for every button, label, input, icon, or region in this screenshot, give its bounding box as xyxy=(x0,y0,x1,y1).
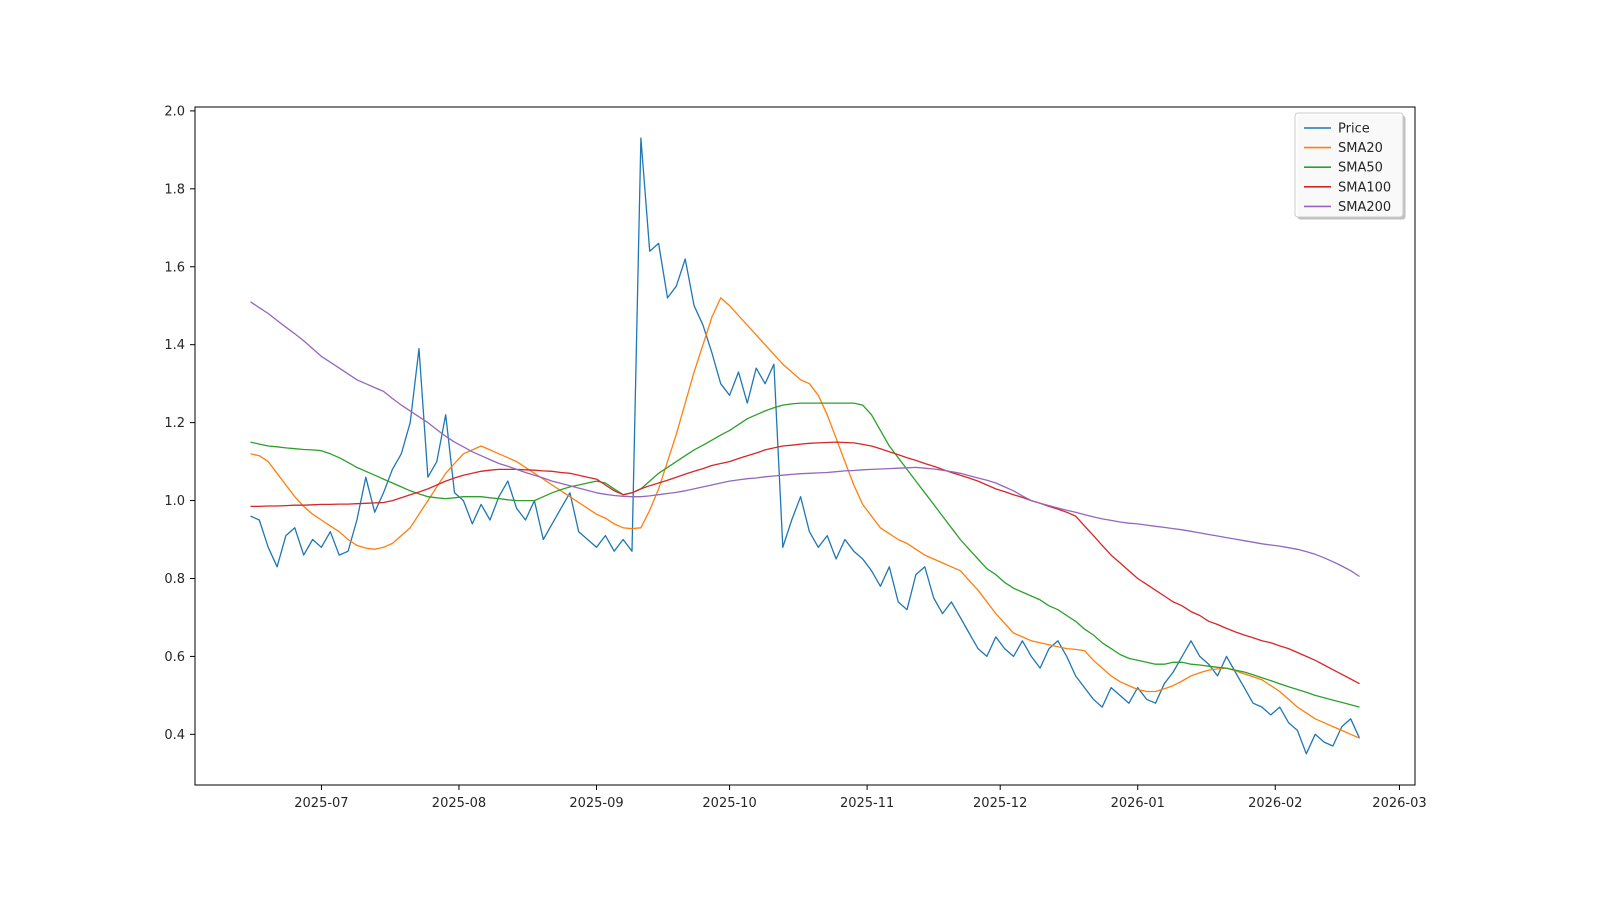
legend-item-price: Price xyxy=(1304,122,1370,137)
legend-frame xyxy=(1294,112,1404,218)
legend-item-sma50: SMA50 xyxy=(1304,161,1383,176)
legend-label: SMA200 xyxy=(1338,200,1391,215)
y-axis-tick-label: 0.6 xyxy=(164,650,185,665)
legend: Price SMA20 SMA50 SMA100 SMA200 xyxy=(1294,112,1406,220)
x-axis-tick-label: 2025-08 xyxy=(432,796,486,811)
legend-label: Price xyxy=(1338,122,1370,137)
x-axis-tick-label: 2026-01 xyxy=(1111,796,1165,811)
plot-border xyxy=(194,106,1416,786)
series-line-sma20 xyxy=(250,297,1360,739)
x-axis-tick-label: 2025-10 xyxy=(702,796,756,811)
legend-label: SMA20 xyxy=(1338,141,1383,156)
y-axis-tick-label: 1.6 xyxy=(164,260,185,275)
x-axis-tick-label: 2026-03 xyxy=(1372,796,1426,811)
y-axis-tick-label: 0.4 xyxy=(164,728,185,743)
y-axis-tick-label: 1.4 xyxy=(164,338,185,353)
legend-label: SMA50 xyxy=(1338,161,1383,176)
x-axis-tick-label: 2025-12 xyxy=(973,796,1027,811)
legend-item-sma100: SMA100 xyxy=(1304,180,1391,195)
x-axis-tick-label: 2025-07 xyxy=(294,796,348,811)
legend-item-sma20: SMA20 xyxy=(1304,141,1383,156)
y-axis-tick-label: 1.0 xyxy=(164,494,185,509)
series-line-price xyxy=(250,137,1361,755)
legend-item-sma200: SMA200 xyxy=(1304,200,1391,215)
y-axis-tick-label: 0.8 xyxy=(164,572,185,587)
x-axis-tick-label: 2025-11 xyxy=(840,796,894,811)
series-line-sma50 xyxy=(250,402,1360,708)
series-line-sma100 xyxy=(250,441,1360,685)
legend-label: SMA100 xyxy=(1338,180,1391,195)
y-axis-tick-label: 2.0 xyxy=(164,104,185,119)
x-axis-tick-label: 2025-09 xyxy=(569,796,623,811)
x-axis-tick-label: 2026-02 xyxy=(1248,796,1302,811)
series-line-sma200 xyxy=(250,301,1360,578)
y-axis-tick-label: 1.8 xyxy=(164,182,185,197)
y-axis-tick-label: 1.2 xyxy=(164,416,185,431)
